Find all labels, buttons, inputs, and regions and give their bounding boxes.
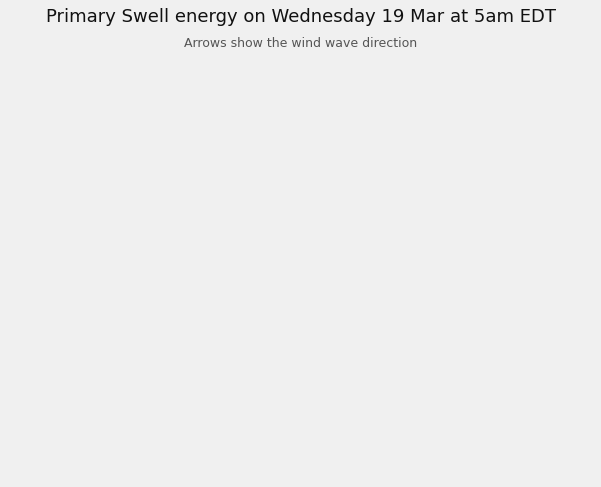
Text: Primary Swell energy on Wednesday 19 Mar at 5am EDT: Primary Swell energy on Wednesday 19 Mar… — [46, 8, 555, 26]
Text: Arrows show the wind wave direction: Arrows show the wind wave direction — [184, 37, 417, 50]
